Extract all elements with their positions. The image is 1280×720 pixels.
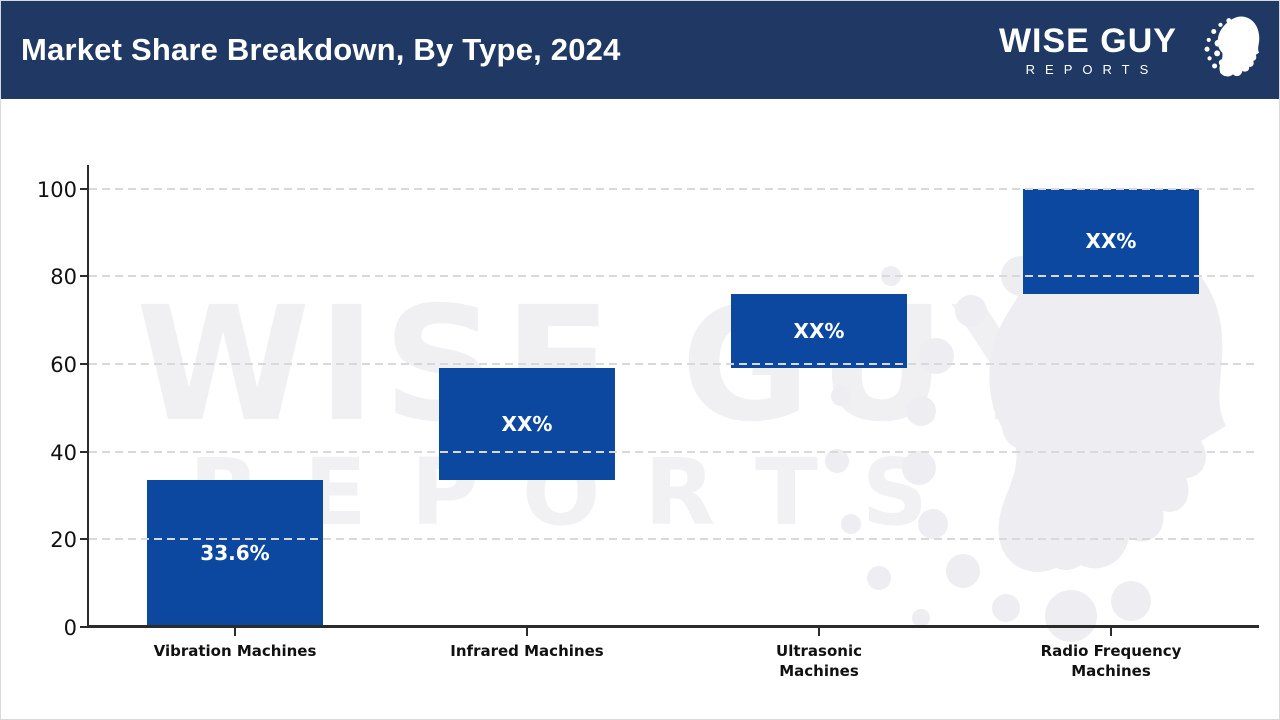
bar-radio-frequency-machines: XX% bbox=[1023, 188, 1199, 294]
y-tick-mark bbox=[80, 626, 88, 628]
y-tick-mark bbox=[80, 538, 88, 541]
x-tick-mark bbox=[1110, 628, 1112, 636]
bar-infrared-machines: XX% bbox=[439, 368, 615, 480]
logo-wordmark: WISE GUY REPORTS bbox=[999, 24, 1177, 77]
bar-value-label: XX% bbox=[1085, 229, 1137, 254]
gridline-80 bbox=[89, 275, 1257, 278]
wise-guy-logo: WISE GUY REPORTS bbox=[999, 8, 1279, 92]
bar-value-label: XX% bbox=[793, 319, 845, 343]
x-category-label-line: Ultrasonic bbox=[776, 642, 862, 660]
header-bar: Market Share Breakdown, By Type, 2024 WI… bbox=[1, 1, 1279, 99]
x-category-label-line: Machines bbox=[779, 662, 859, 680]
x-category-label-line: Vibration Machines bbox=[153, 642, 317, 660]
x-tick-mark bbox=[818, 628, 820, 636]
y-tick-label: 0 bbox=[63, 616, 77, 640]
y-tick-label: 100 bbox=[36, 177, 77, 202]
y-tick-label: 80 bbox=[50, 265, 77, 290]
x-category-label-line: Machines bbox=[1071, 662, 1151, 680]
bar-ultrasonic-machines: XX% bbox=[731, 293, 907, 369]
y-tick-mark bbox=[80, 362, 88, 365]
gridline-100 bbox=[89, 187, 1257, 190]
x-tick-mark bbox=[234, 628, 236, 636]
bar-value-label: 33.6% bbox=[200, 541, 270, 566]
logo-wordmark-line2: REPORTS bbox=[1025, 61, 1159, 77]
dotted-head-icon bbox=[1204, 16, 1260, 77]
x-category-label: Ultrasonic Machines bbox=[673, 641, 965, 681]
gridline-20 bbox=[89, 538, 1257, 541]
bar-vibration-machines: 33.6% bbox=[147, 479, 323, 627]
x-axis-line bbox=[87, 625, 1259, 628]
watermark-head-graphic bbox=[825, 230, 1226, 642]
x-category-label-line: Infrared Machines bbox=[450, 642, 604, 660]
logo-wordmark-line1: WISE GUY bbox=[998, 21, 1177, 60]
y-tick-label: 20 bbox=[50, 528, 77, 553]
y-axis-line bbox=[87, 165, 89, 628]
bar-value-label: XX% bbox=[501, 411, 553, 436]
gridline-40 bbox=[89, 450, 1257, 453]
y-tick-label: 60 bbox=[50, 352, 77, 377]
x-category-label: Vibration Machines bbox=[89, 641, 381, 661]
x-category-label: Infrared Machines bbox=[381, 641, 673, 661]
x-category-label-line: Radio Frequency bbox=[1040, 642, 1182, 660]
y-tick-label: 40 bbox=[50, 440, 77, 465]
chart-title: Market Share Breakdown, By Type, 2024 bbox=[21, 32, 621, 67]
y-tick-mark bbox=[80, 275, 88, 278]
x-tick-mark bbox=[526, 628, 528, 636]
gridline-60 bbox=[89, 362, 1257, 365]
y-tick-mark bbox=[80, 450, 88, 453]
y-tick-mark bbox=[80, 187, 88, 190]
x-category-label: Radio Frequency Machines bbox=[965, 641, 1257, 681]
